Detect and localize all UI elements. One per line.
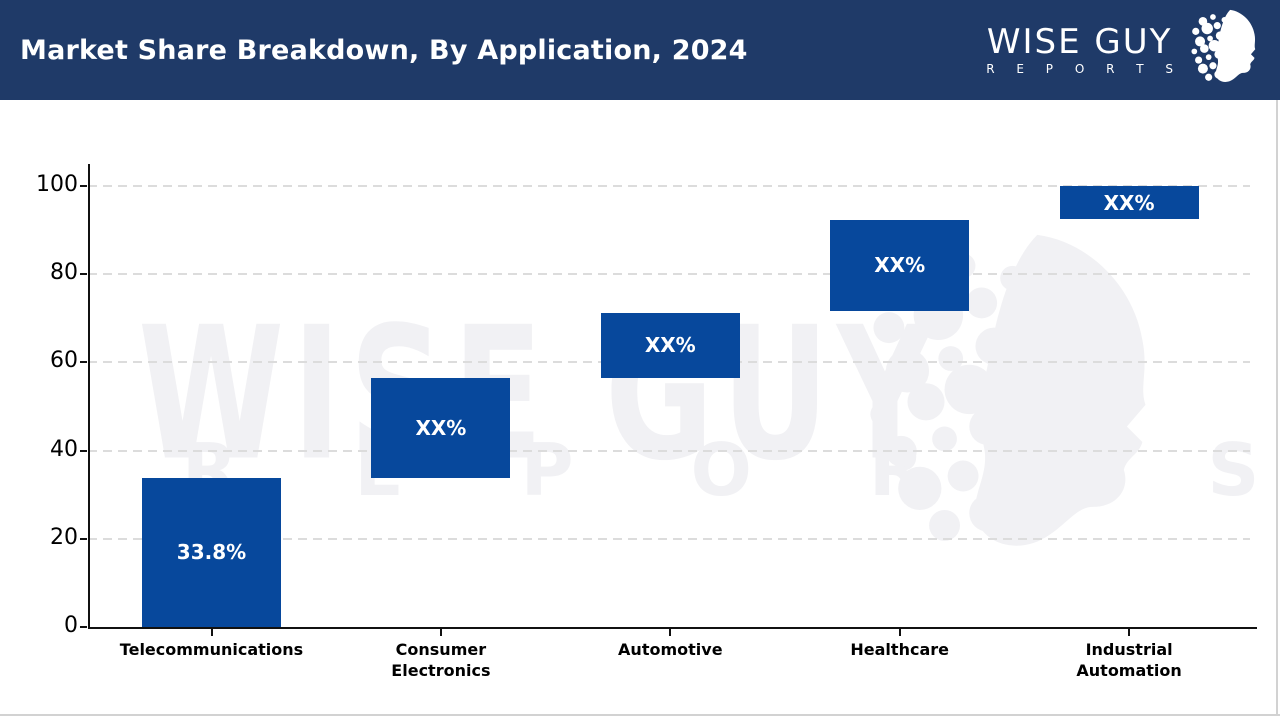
logo-brand-subtitle: R E P O R T S bbox=[986, 62, 1182, 76]
grid-line-y20 bbox=[88, 537, 1250, 540]
x-tick-mark bbox=[1128, 629, 1131, 636]
bar-value-label: XX% bbox=[415, 415, 467, 440]
y-tick-label: 100 bbox=[36, 172, 78, 197]
y-tick-label: 80 bbox=[50, 260, 78, 286]
x-tick-label: Automotive bbox=[618, 640, 723, 659]
bar-1: 33.8% bbox=[142, 477, 281, 627]
logo-brand-name: WISE GUY bbox=[986, 22, 1173, 62]
card-bottom-border bbox=[0, 714, 1280, 716]
x-tick-label: Healthcare bbox=[850, 640, 949, 659]
y-tick-label: 20 bbox=[50, 524, 78, 550]
y-tick-mark bbox=[80, 185, 87, 187]
y-tick-mark bbox=[80, 273, 87, 276]
logo-face-icon bbox=[1191, 9, 1256, 82]
bar-value-label: XX% bbox=[874, 253, 926, 278]
chart-title: Market Share Breakdown, By Application, … bbox=[20, 34, 748, 66]
bar-4: XX% bbox=[830, 219, 970, 311]
bar-3: XX% bbox=[600, 312, 740, 378]
x-tick-label: Telecommunications bbox=[119, 640, 304, 659]
wise-guy-reports-logo: WISE GUY R E P O R T S bbox=[977, 0, 1268, 100]
grid-line-y80 bbox=[88, 273, 1250, 276]
y-tick-label: 0 bbox=[64, 613, 78, 638]
x-tick-mark bbox=[210, 629, 213, 636]
bar-value-label: XX% bbox=[644, 333, 696, 358]
y-axis-spine bbox=[88, 164, 90, 629]
grid-line-y40 bbox=[88, 449, 1250, 452]
x-tick-mark bbox=[439, 629, 442, 636]
y-tick-mark bbox=[80, 361, 87, 364]
y-tick-label: 60 bbox=[50, 348, 78, 374]
logo-text: WISE GUY R E P O R T S bbox=[977, 25, 1182, 75]
y-tick-mark bbox=[80, 626, 87, 628]
bar-value-label: 33.8% bbox=[176, 540, 247, 565]
card-right-border bbox=[1276, 100, 1278, 716]
bar-2: XX% bbox=[371, 377, 511, 478]
x-axis-spine bbox=[88, 627, 1257, 629]
x-tick-mark bbox=[669, 629, 672, 636]
bar-value-label: XX% bbox=[1103, 190, 1155, 215]
header-bar: Market Share Breakdown, By Application, … bbox=[0, 0, 1280, 100]
plot-area: WISE GUY R E P O R T S 0 20 40 60 80 100 33.8%… bbox=[0, 100, 1280, 720]
grid-line-y100 bbox=[88, 185, 1250, 187]
bar-5: XX% bbox=[1059, 186, 1199, 220]
y-tick-label: 40 bbox=[50, 436, 78, 462]
x-tick-mark bbox=[898, 629, 901, 636]
y-tick-mark bbox=[80, 449, 87, 452]
y-tick-mark bbox=[80, 537, 87, 540]
watermark-text-line1: WISE GUY bbox=[138, 288, 941, 502]
x-tick-label: Consumer Electronics bbox=[391, 640, 491, 680]
x-tick-label: Industrial Automation bbox=[1076, 640, 1182, 680]
